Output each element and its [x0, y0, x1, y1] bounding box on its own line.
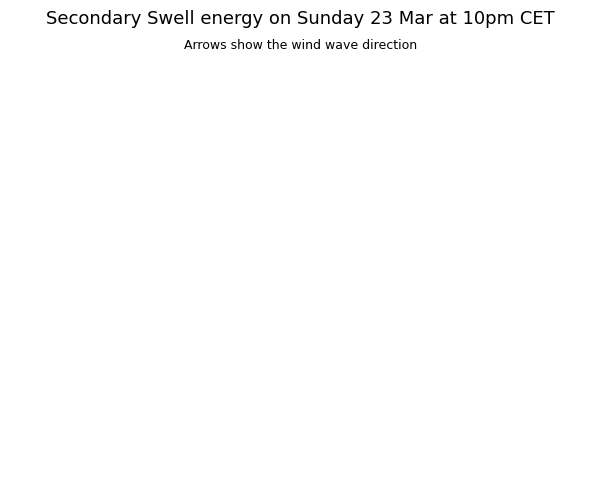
Text: Secondary Swell energy on Sunday 23 Mar at 10pm CET: Secondary Swell energy on Sunday 23 Mar …: [46, 10, 555, 28]
Text: Arrows show the wind wave direction: Arrows show the wind wave direction: [184, 39, 417, 52]
Text: Cartopy required for proper map rendering: Cartopy required for proper map renderin…: [151, 274, 450, 288]
